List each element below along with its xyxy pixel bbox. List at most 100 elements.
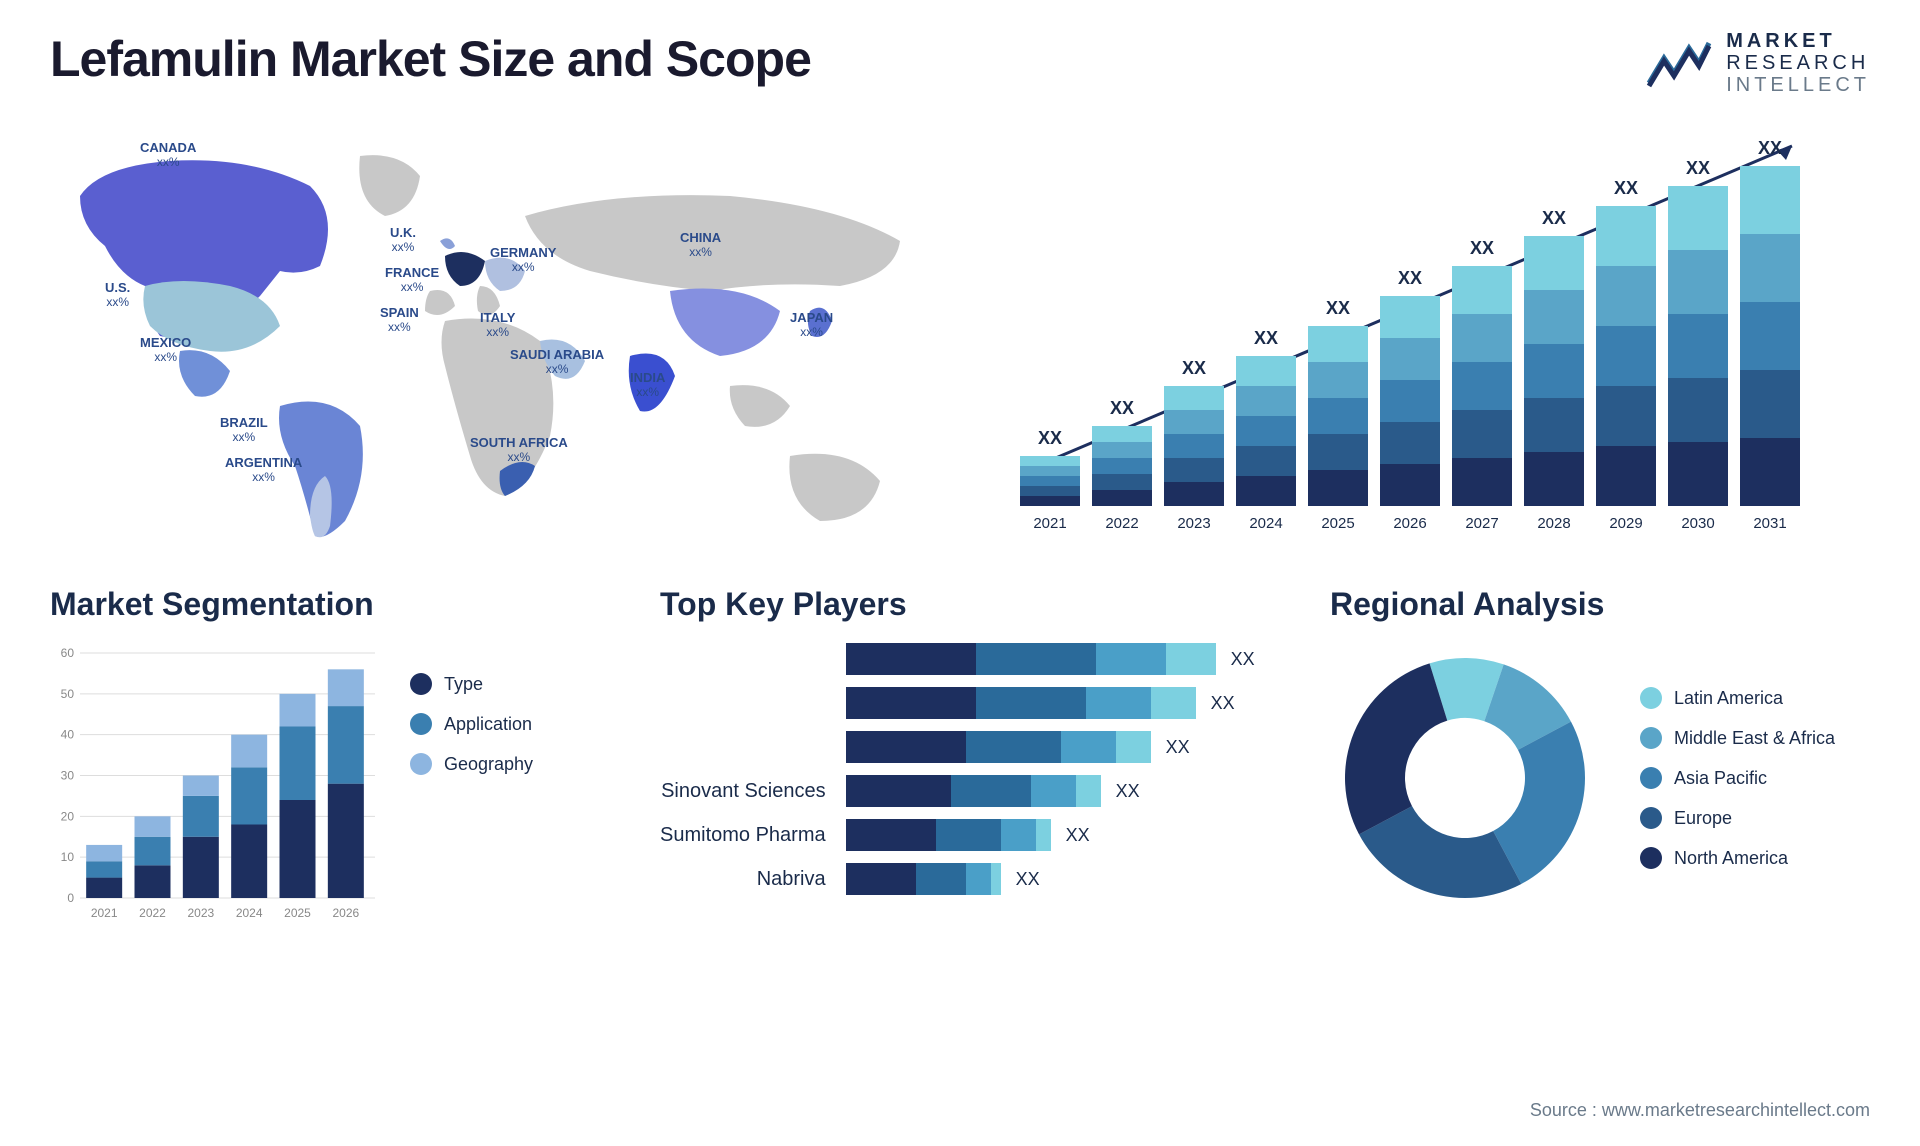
map-label: FRANCExx% <box>385 266 439 295</box>
logo-icon <box>1644 38 1714 88</box>
regional-title: Regional Analysis <box>1330 586 1870 623</box>
kp-row: XX <box>846 863 1255 895</box>
map-seasia <box>730 385 790 427</box>
seg-svg: 0102030405060202120222023202420252026 <box>50 643 380 923</box>
svg-text:2025: 2025 <box>284 906 311 920</box>
kp-row: XX <box>846 819 1255 851</box>
kp-row: XX <box>846 775 1255 807</box>
kp-row: XX <box>846 643 1255 675</box>
map-label: ARGENTINAxx% <box>225 456 302 485</box>
svg-text:XX: XX <box>1614 178 1638 198</box>
donut-chart <box>1330 643 1600 913</box>
svg-text:2023: 2023 <box>187 906 214 920</box>
map-label: SOUTH AFRICAxx% <box>470 436 568 465</box>
kp-row: XX <box>846 731 1255 763</box>
kp-label <box>660 687 826 719</box>
logo: MARKET RESEARCH INTELLECT <box>1644 30 1870 96</box>
segmentation-title: Market Segmentation <box>50 586 610 623</box>
legend-item: Application <box>410 713 533 735</box>
map-label: SAUDI ARABIAxx% <box>510 348 604 377</box>
svg-text:XX: XX <box>1398 268 1422 288</box>
svg-text:2022: 2022 <box>1105 515 1138 532</box>
svg-text:XX: XX <box>1542 208 1566 228</box>
key-players-title: Top Key Players <box>660 586 1280 623</box>
legend-item: Europe <box>1640 807 1835 829</box>
svg-text:50: 50 <box>61 687 75 701</box>
regional-section: Regional Analysis Latin America Middle Ea… <box>1330 586 1870 923</box>
kp-row: XX <box>846 687 1255 719</box>
map-label: BRAZILxx% <box>220 416 268 445</box>
map-label: GERMANYxx% <box>490 246 556 275</box>
svg-text:2024: 2024 <box>236 906 263 920</box>
legend-item: Type <box>410 673 533 695</box>
header: Lefamulin Market Size and Scope MARKET R… <box>50 30 1870 96</box>
svg-text:XX: XX <box>1686 158 1710 178</box>
kp-bars: XX XX XX XX XX XX <box>846 643 1255 895</box>
segmentation-legend: Type Application Geography <box>410 643 533 923</box>
svg-text:60: 60 <box>61 646 75 660</box>
kp-labels: Sinovant Sciences Sumitomo Pharma Nabriva <box>660 643 826 895</box>
svg-text:20: 20 <box>61 809 75 823</box>
regional-legend: Latin America Middle East & Africa Asia Pa… <box>1640 687 1835 869</box>
map-label: MEXICOxx% <box>140 336 191 365</box>
svg-text:40: 40 <box>61 728 75 742</box>
svg-text:XX: XX <box>1758 138 1782 158</box>
page-title: Lefamulin Market Size and Scope <box>50 30 811 88</box>
legend-item: North America <box>1640 847 1835 869</box>
kp-label: Sinovant Sciences <box>660 775 826 807</box>
bottom-row: Market Segmentation 01020304050602021202… <box>50 586 1870 923</box>
map-label: U.K.xx% <box>390 226 416 255</box>
legend-item: Asia Pacific <box>1640 767 1835 789</box>
map-label: JAPANxx% <box>790 311 833 340</box>
map-label: INDIAxx% <box>630 371 665 400</box>
svg-text:2031: 2031 <box>1753 515 1786 532</box>
map-australia <box>789 454 880 521</box>
svg-text:2026: 2026 <box>332 906 359 920</box>
svg-text:30: 30 <box>61 769 75 783</box>
legend-item: Latin America <box>1640 687 1835 709</box>
map-france <box>445 252 485 286</box>
kp-label <box>660 643 826 675</box>
map-label: U.S.xx% <box>105 281 130 310</box>
map-uk <box>440 238 455 249</box>
kp-label: Nabriva <box>660 863 826 895</box>
top-row: CANADAxx% U.S.xx% MEXICOxx% BRAZILxx% ARGENT… <box>50 126 1870 546</box>
source-text: Source : www.marketresearchintellect.com <box>1530 1100 1870 1121</box>
map-label: ITALYxx% <box>480 311 515 340</box>
svg-text:2022: 2022 <box>139 906 166 920</box>
map-china <box>670 289 780 357</box>
svg-text:2025: 2025 <box>1321 515 1354 532</box>
svg-text:XX: XX <box>1254 328 1278 348</box>
svg-text:10: 10 <box>61 850 75 864</box>
kp-label: Sumitomo Pharma <box>660 819 826 851</box>
svg-text:2027: 2027 <box>1465 515 1498 532</box>
legend-item: Geography <box>410 753 533 775</box>
svg-text:XX: XX <box>1110 398 1134 418</box>
legend-item: Middle East & Africa <box>1640 727 1835 749</box>
svg-text:2021: 2021 <box>91 906 118 920</box>
svg-text:2026: 2026 <box>1393 515 1426 532</box>
segmentation-chart: 0102030405060202120222023202420252026 <box>50 643 380 923</box>
map-label: CANADAxx% <box>140 141 196 170</box>
svg-text:XX: XX <box>1470 238 1494 258</box>
svg-text:XX: XX <box>1182 358 1206 378</box>
map-greenland <box>359 155 420 216</box>
svg-text:XX: XX <box>1038 428 1062 448</box>
svg-text:2021: 2021 <box>1033 515 1066 532</box>
growth-svg: 2021 XX 2022 XX 2023 XX 2024 XX 2025 XX 2026 XX 2027… <box>1010 126 1830 546</box>
world-map: CANADAxx% U.S.xx% MEXICOxx% BRAZILxx% ARGENT… <box>50 126 950 546</box>
map-label: SPAINxx% <box>380 306 419 335</box>
svg-text:2024: 2024 <box>1249 515 1282 532</box>
map-label: CHINAxx% <box>680 231 721 260</box>
growth-chart: 2021 XX 2022 XX 2023 XX 2024 XX 2025 XX 2026 XX 2027… <box>1010 126 1870 546</box>
logo-text: MARKET RESEARCH INTELLECT <box>1726 30 1870 96</box>
key-players-section: Top Key Players Sinovant Sciences Sumitom… <box>660 586 1280 923</box>
svg-text:2030: 2030 <box>1681 515 1714 532</box>
donut-svg <box>1330 643 1600 913</box>
svg-text:2023: 2023 <box>1177 515 1210 532</box>
svg-text:2028: 2028 <box>1537 515 1570 532</box>
svg-text:XX: XX <box>1326 298 1350 318</box>
segmentation-section: Market Segmentation 01020304050602021202… <box>50 586 610 923</box>
map-africa <box>442 319 554 497</box>
kp-label <box>660 731 826 763</box>
